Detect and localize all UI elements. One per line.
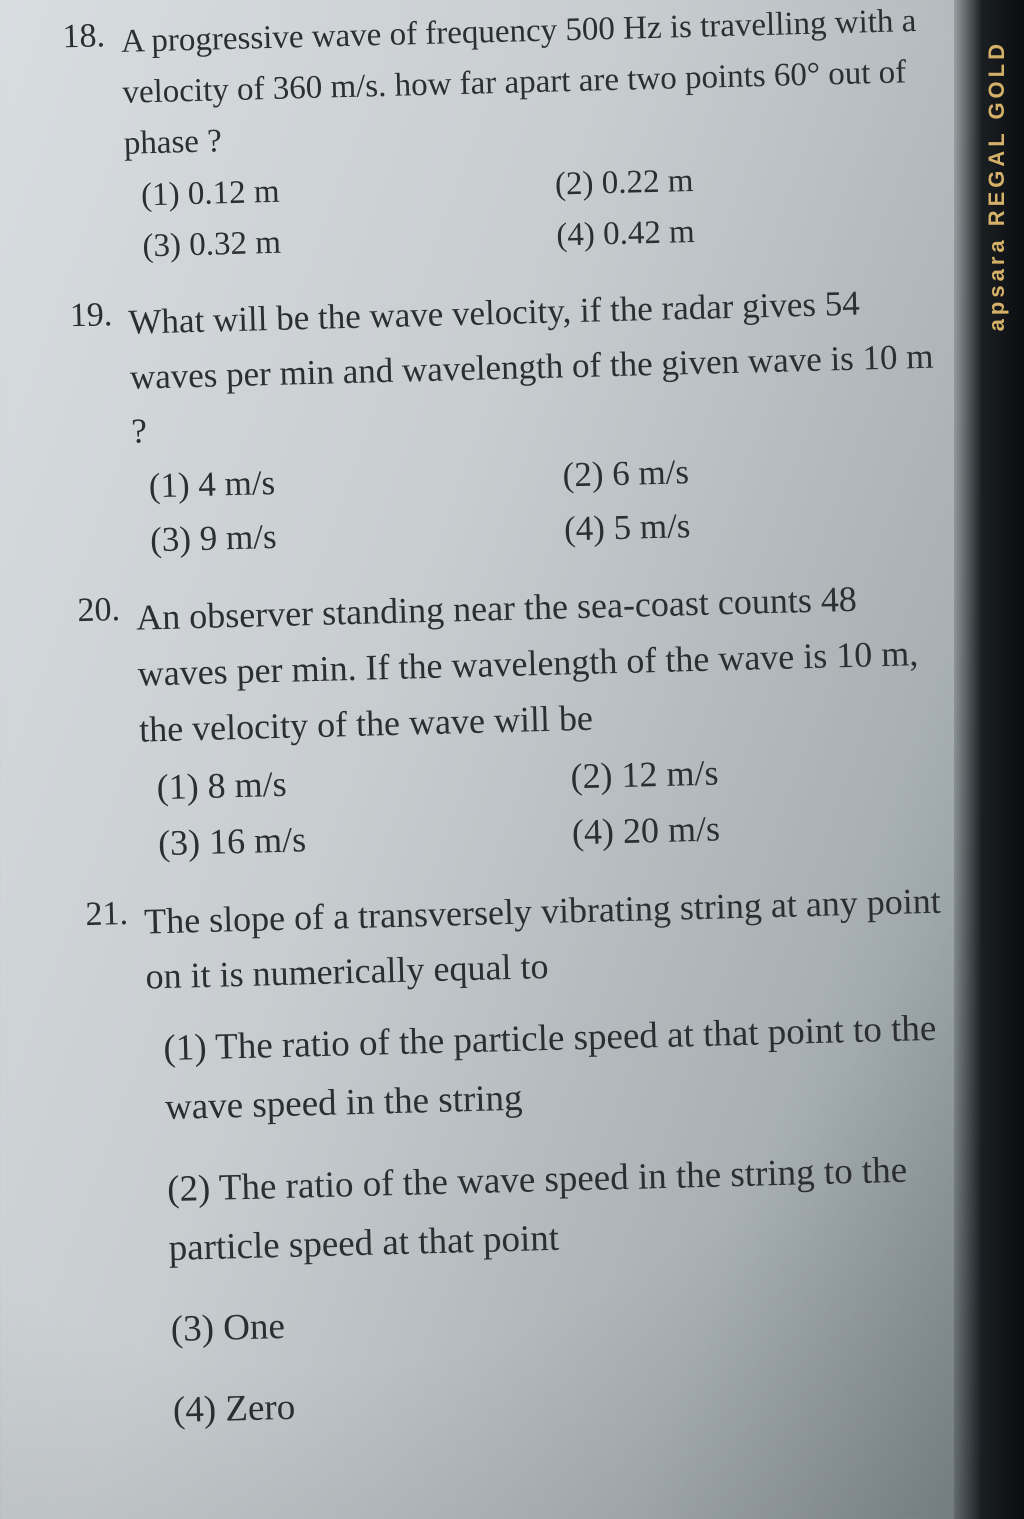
option-3: (3) 9 m/s: [150, 511, 525, 561]
question-21: 21. The slope of a transversely vibratin…: [73, 871, 1021, 1442]
book-spine: apsara REGAL GOLD: [954, 0, 1024, 1519]
option-4: (4) 0.42 m: [556, 208, 931, 255]
option-1: (1) The ratio of the particle speed at t…: [163, 998, 984, 1138]
question-number: 20.: [66, 591, 137, 631]
option-3: (3) One: [170, 1278, 989, 1359]
option-2: (2) 12 m/s: [570, 745, 945, 797]
question-number: 21.: [73, 894, 144, 934]
option-grid: (1) 0.12 m (2) 0.22 m (3) 0.32 m (4) 0.4…: [141, 156, 991, 266]
option-list: (1) The ratio of the particle speed at t…: [163, 997, 1022, 1440]
question-stem: A progressive wave of frequency 500 Hz i…: [120, 0, 988, 170]
option-2: (2) The ratio of the wave speed in the s…: [166, 1138, 987, 1278]
option-1: (1) 8 m/s: [156, 756, 531, 808]
option-1: (1) 0.12 m: [141, 168, 516, 215]
question-number: 18.: [51, 17, 122, 57]
textbook-page: 18. A progressive wave of frequency 500 …: [0, 0, 1024, 1518]
question-stem: The slope of a transversely vibrating st…: [143, 871, 1010, 1005]
option-1: (1) 4 m/s: [148, 457, 523, 507]
option-2: (2) 6 m/s: [562, 446, 937, 496]
option-grid: (1) 4 m/s (2) 6 m/s (3) 9 m/s (4) 5 m/s: [148, 444, 998, 560]
question-number: 19.: [58, 296, 129, 336]
question-stem: An observer standing near the sea-coast …: [136, 568, 1004, 758]
option-4: (4) Zero: [172, 1360, 991, 1441]
question-19: 19. What will be the wave velocity, if t…: [58, 274, 999, 563]
question-18: 18. A progressive wave of frequency 500 …: [51, 0, 991, 268]
option-2: (2) 0.22 m: [555, 157, 930, 204]
spine-label: apsara REGAL GOLD: [984, 40, 1010, 331]
option-3: (3) 0.32 m: [142, 219, 517, 266]
option-4: (4) 20 m/s: [571, 801, 946, 853]
question-20: 20. An observer standing near the sea-co…: [66, 568, 1007, 866]
option-4: (4) 5 m/s: [564, 500, 939, 550]
option-grid: (1) 8 m/s (2) 12 m/s (3) 16 m/s (4) 20 m…: [156, 744, 1006, 864]
question-stem: What will be the wave velocity, if the r…: [128, 274, 996, 459]
option-3: (3) 16 m/s: [158, 812, 533, 864]
